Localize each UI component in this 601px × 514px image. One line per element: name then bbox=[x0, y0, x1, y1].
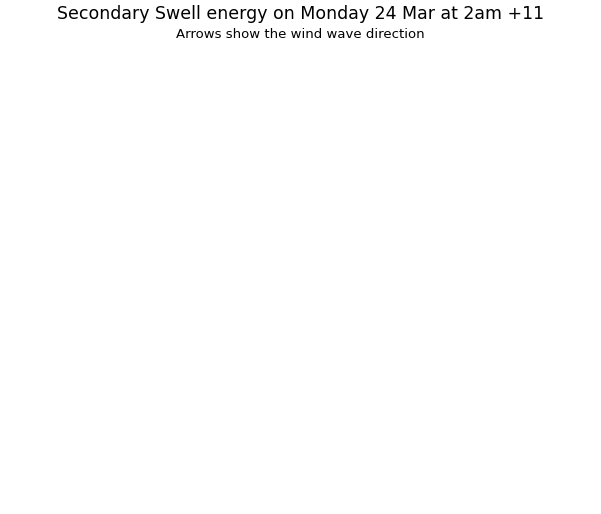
Text: Arrows show the wind wave direction: Arrows show the wind wave direction bbox=[176, 28, 425, 41]
Text: Secondary Swell energy on Monday 24 Mar at 2am +11: Secondary Swell energy on Monday 24 Mar … bbox=[57, 5, 544, 23]
